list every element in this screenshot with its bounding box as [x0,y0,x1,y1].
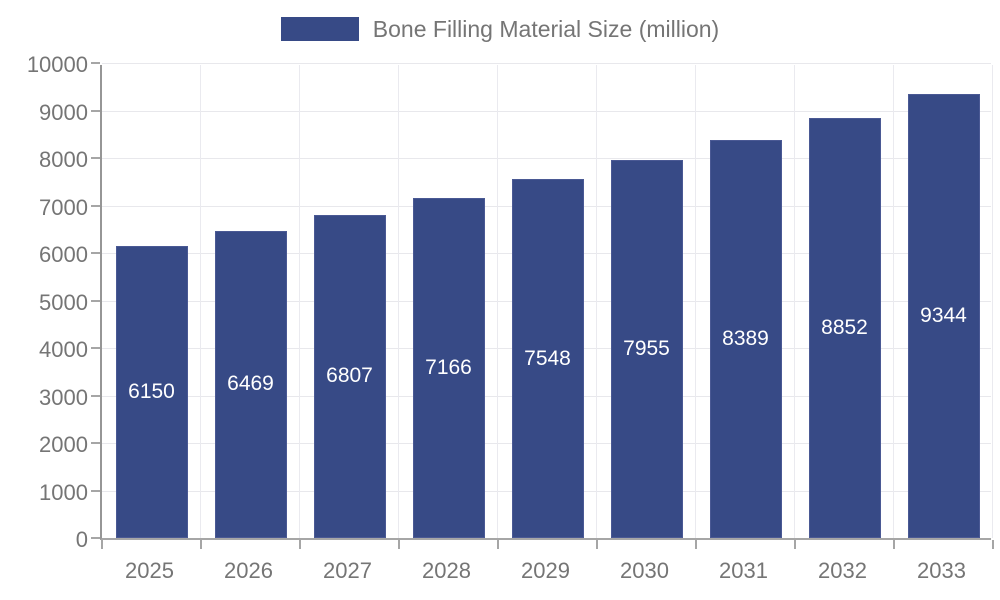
y-tick-mark [91,394,100,397]
y-tick-mark [91,157,100,159]
x-tick-label: 2031 [719,558,768,583]
x-tick-mark [695,540,697,549]
x-tick-label: 2030 [620,558,669,583]
y-tick-mark [91,62,100,64]
y-tick-label: 7000 [39,194,88,220]
y-tick-label: 9000 [39,99,88,125]
x-tick-label: 2033 [917,558,966,583]
bar-value-label: 8389 [722,326,769,350]
y-tick-label: 1000 [39,479,88,505]
y-tick-label: 0 [75,527,88,552]
v-gridline [299,65,300,538]
v-gridline [398,65,399,538]
x-tick-mark [794,540,796,549]
y-tick-label: 5000 [39,289,88,315]
y-tick-label: 6000 [39,242,88,267]
y-tick-mark [91,204,100,207]
bar-value-label: 6150 [128,379,175,403]
h-gridline [102,110,991,112]
bar-value-label: 6807 [326,364,373,388]
v-gridline [893,65,894,538]
y-tick-label: 2000 [39,432,88,457]
legend[interactable]: Bone Filling Material Size (million) [0,15,1000,43]
x-tick-mark [497,540,499,549]
bar: 7955 [610,160,683,538]
v-gridline [596,65,597,538]
y-tick-mark [91,252,100,254]
x-tick-mark [398,540,400,549]
bar-value-label: 8852 [821,315,868,339]
v-gridline [794,65,795,538]
bar: 7548 [511,179,584,538]
y-tick-mark [91,489,100,492]
y-tick-label: 10000 [26,52,88,77]
bar: 7166 [412,197,485,538]
y-tick-label: 4000 [39,337,88,362]
v-gridline [200,65,201,538]
x-tick-label: 2027 [323,558,372,583]
y-tick-mark [91,442,100,444]
y-tick-mark [91,299,100,302]
bar: 6150 [115,245,188,538]
x-tick-mark [596,540,598,549]
bar-value-label: 7548 [524,346,571,370]
legend-label: Bone Filling Material Size (million) [372,15,720,42]
plot-area: 6150 6469 6807 7166 7548 7955 8389 8852 9344 [91,62,994,549]
y-tick-mark [91,347,100,349]
bar: 6469 [214,230,287,538]
y-tick-mark [91,109,100,112]
bar: 6807 [313,214,386,538]
v-gridline [497,65,498,538]
bar: 8389 [709,139,782,538]
y-tick-mark [91,537,100,539]
x-tick-mark [992,540,994,549]
h-gridline [102,158,991,159]
y-tick-label: 8000 [39,147,88,172]
x-tick-mark [893,540,895,549]
h-gridline [102,63,991,64]
x-tick-mark [101,540,103,549]
bar: 9344 [907,94,980,538]
x-tick-mark [200,540,202,549]
bar-value-label: 9344 [920,304,967,328]
y-tick-label: 3000 [39,384,88,410]
x-tick-label: 2026 [224,558,273,583]
x-tick-label: 2028 [422,558,471,583]
bar-value-label: 6469 [227,372,274,396]
bar-value-label: 7166 [425,355,472,379]
x-tick-mark [299,540,301,549]
x-tick-label: 2025 [125,558,174,583]
bar-value-label: 7955 [623,337,670,361]
v-gridline [992,65,993,538]
x-tick-label: 2029 [521,558,570,583]
v-gridline [695,65,696,538]
legend-swatch [280,17,359,41]
x-tick-label: 2032 [818,558,867,583]
bar: 8852 [808,117,881,538]
